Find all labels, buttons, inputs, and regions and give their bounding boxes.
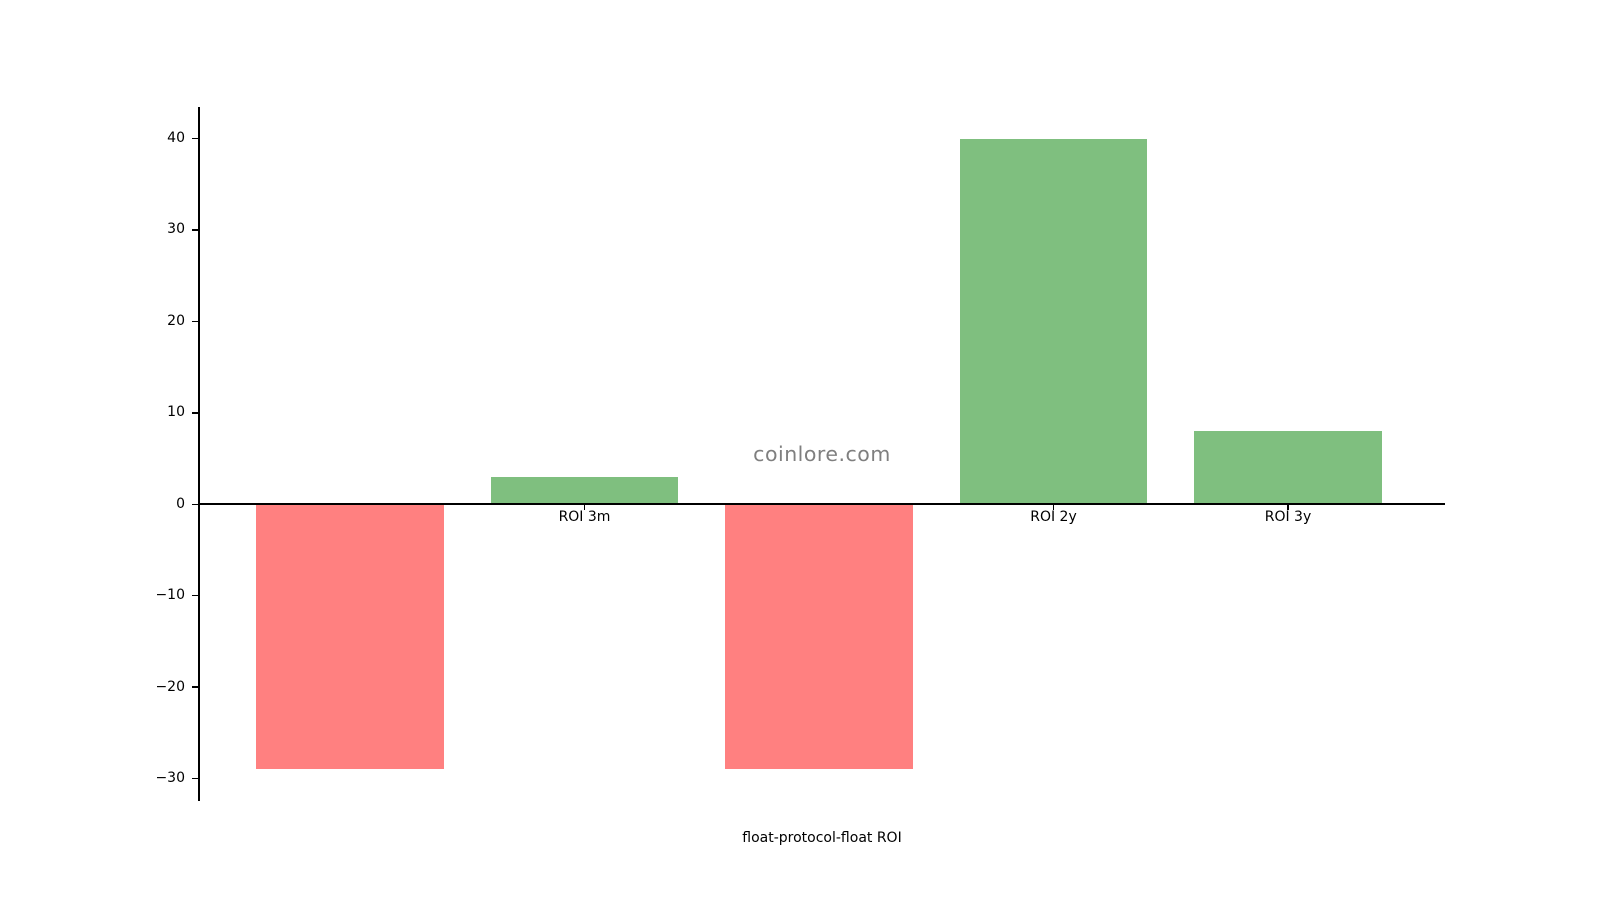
y-tick-label: −30 xyxy=(155,770,185,787)
y-tick-label: 40 xyxy=(167,130,185,147)
bar-roi-3y xyxy=(1194,431,1382,505)
x-axis-line xyxy=(199,503,1445,506)
y-tick xyxy=(192,503,199,505)
y-axis-spine xyxy=(198,107,200,801)
y-tick-label: 20 xyxy=(167,312,185,329)
chart-xlabel: float-protocol-float ROI xyxy=(742,830,902,846)
y-tick-label: −20 xyxy=(155,678,185,695)
y-tick-label: 10 xyxy=(167,404,185,421)
plot-area: coinlore.com 40 30 20 10 0 −10 −20 −30 ROI 3m ROI… xyxy=(155,107,1445,801)
x-tick-label: ROI 3m xyxy=(558,508,611,525)
watermark: coinlore.com xyxy=(753,442,891,466)
bar-unlabeled-0 xyxy=(256,504,444,770)
x-tick-label: ROI 2y xyxy=(1030,508,1077,525)
bar-unlabeled-2 xyxy=(725,504,913,770)
y-tick-label: 30 xyxy=(167,221,185,238)
x-tick xyxy=(1287,504,1289,511)
y-tick-label: 0 xyxy=(176,495,185,512)
x-tick xyxy=(583,504,586,511)
y-tick xyxy=(192,777,199,780)
x-tick-label: ROI 3y xyxy=(1264,508,1312,525)
y-tick xyxy=(192,412,199,414)
y-tick xyxy=(192,595,199,597)
y-tick xyxy=(192,686,199,688)
y-tick xyxy=(192,320,199,323)
y-tick xyxy=(192,229,199,231)
bar-roi-3m xyxy=(490,476,679,505)
bar-roi-2y xyxy=(959,138,1148,505)
y-tick-label: −10 xyxy=(155,587,185,604)
y-tick xyxy=(192,137,199,140)
x-tick xyxy=(1052,504,1055,511)
